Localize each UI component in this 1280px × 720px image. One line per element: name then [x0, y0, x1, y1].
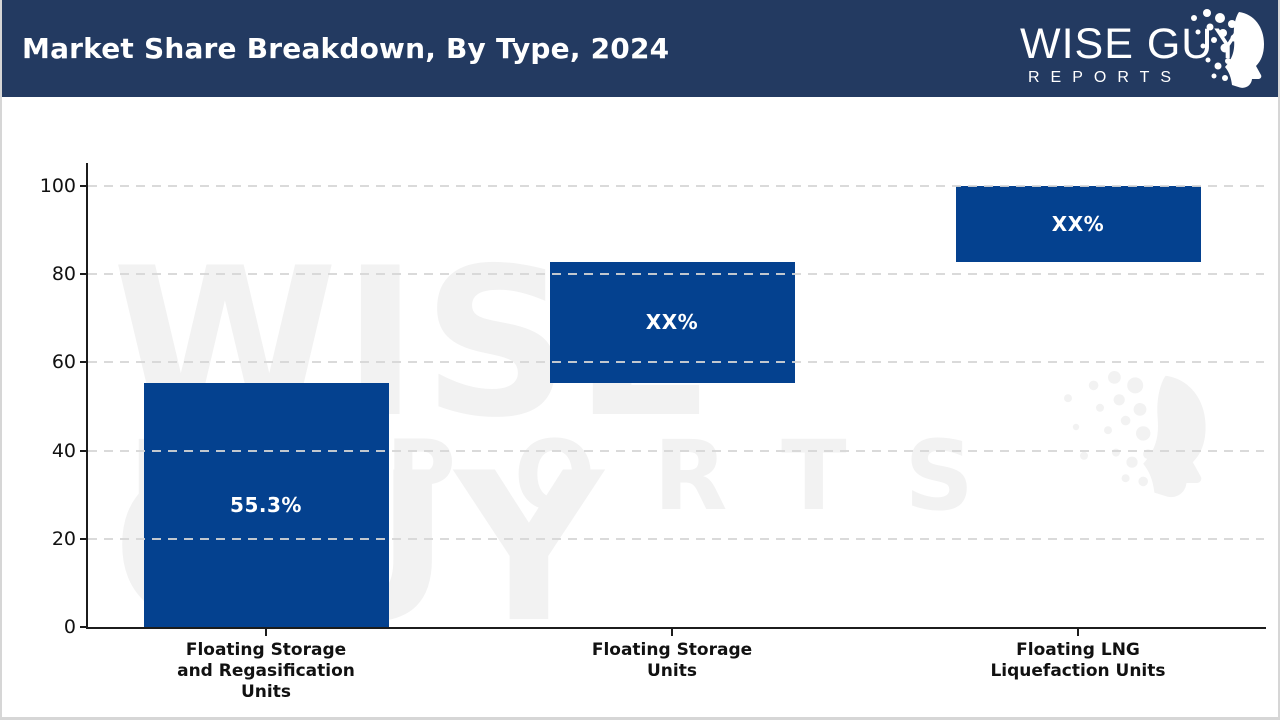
y-tick-label: 0	[63, 616, 76, 638]
y-tick-label: 60	[51, 351, 76, 374]
x-tick-mark	[671, 629, 673, 636]
y-tick-label: 100	[39, 175, 76, 197]
bar: XX%	[955, 186, 1201, 262]
y-tick-mark	[80, 361, 87, 364]
y-axis-line	[86, 163, 88, 629]
x-category-label: Floating Storage Units	[591, 640, 753, 681]
x-tick-mark	[1077, 629, 1079, 636]
bar: XX%	[549, 261, 795, 384]
x-tick-mark	[265, 629, 267, 636]
bar-value-label: XX%	[1051, 211, 1105, 236]
gridline	[88, 185, 1264, 187]
gridline	[88, 361, 1264, 364]
gridline	[88, 449, 1264, 452]
bar-value-label: XX%	[645, 310, 699, 335]
y-tick-mark	[80, 626, 87, 628]
y-tick-label: 20	[51, 527, 76, 550]
logo-wordmark: WISE GUY	[1020, 20, 1243, 68]
y-tick-label: 40	[51, 439, 76, 462]
header-bar: Market Share Breakdown, By Type, 2024 WI…	[2, 0, 1278, 97]
gridline	[88, 537, 1264, 540]
y-tick-mark	[80, 449, 87, 452]
watermark-face-icon	[1064, 371, 1206, 498]
page-title: Market Share Breakdown, By Type, 2024	[22, 32, 670, 65]
bar-value-label: 55.3%	[230, 493, 302, 518]
wiseguy-logo: WISE GUY REPORTS	[1018, 6, 1268, 92]
y-tick-label: 80	[51, 263, 76, 286]
y-tick-mark	[80, 537, 87, 540]
x-category-label: Floating LNG Liquefaction Units	[990, 640, 1166, 681]
gridline	[88, 273, 1264, 276]
y-tick-mark	[80, 273, 87, 276]
x-axis-line	[86, 627, 1266, 629]
bar: 55.3%	[143, 383, 389, 627]
x-category-label: Floating Storage and Regasification Unit…	[177, 640, 355, 702]
y-tick-mark	[80, 185, 87, 187]
wiseguy-logo-graphic: WISE GUY REPORTS	[1020, 8, 1264, 88]
logo-subtitle: REPORTS	[1028, 69, 1182, 86]
dotted-face-icon	[1191, 8, 1264, 88]
